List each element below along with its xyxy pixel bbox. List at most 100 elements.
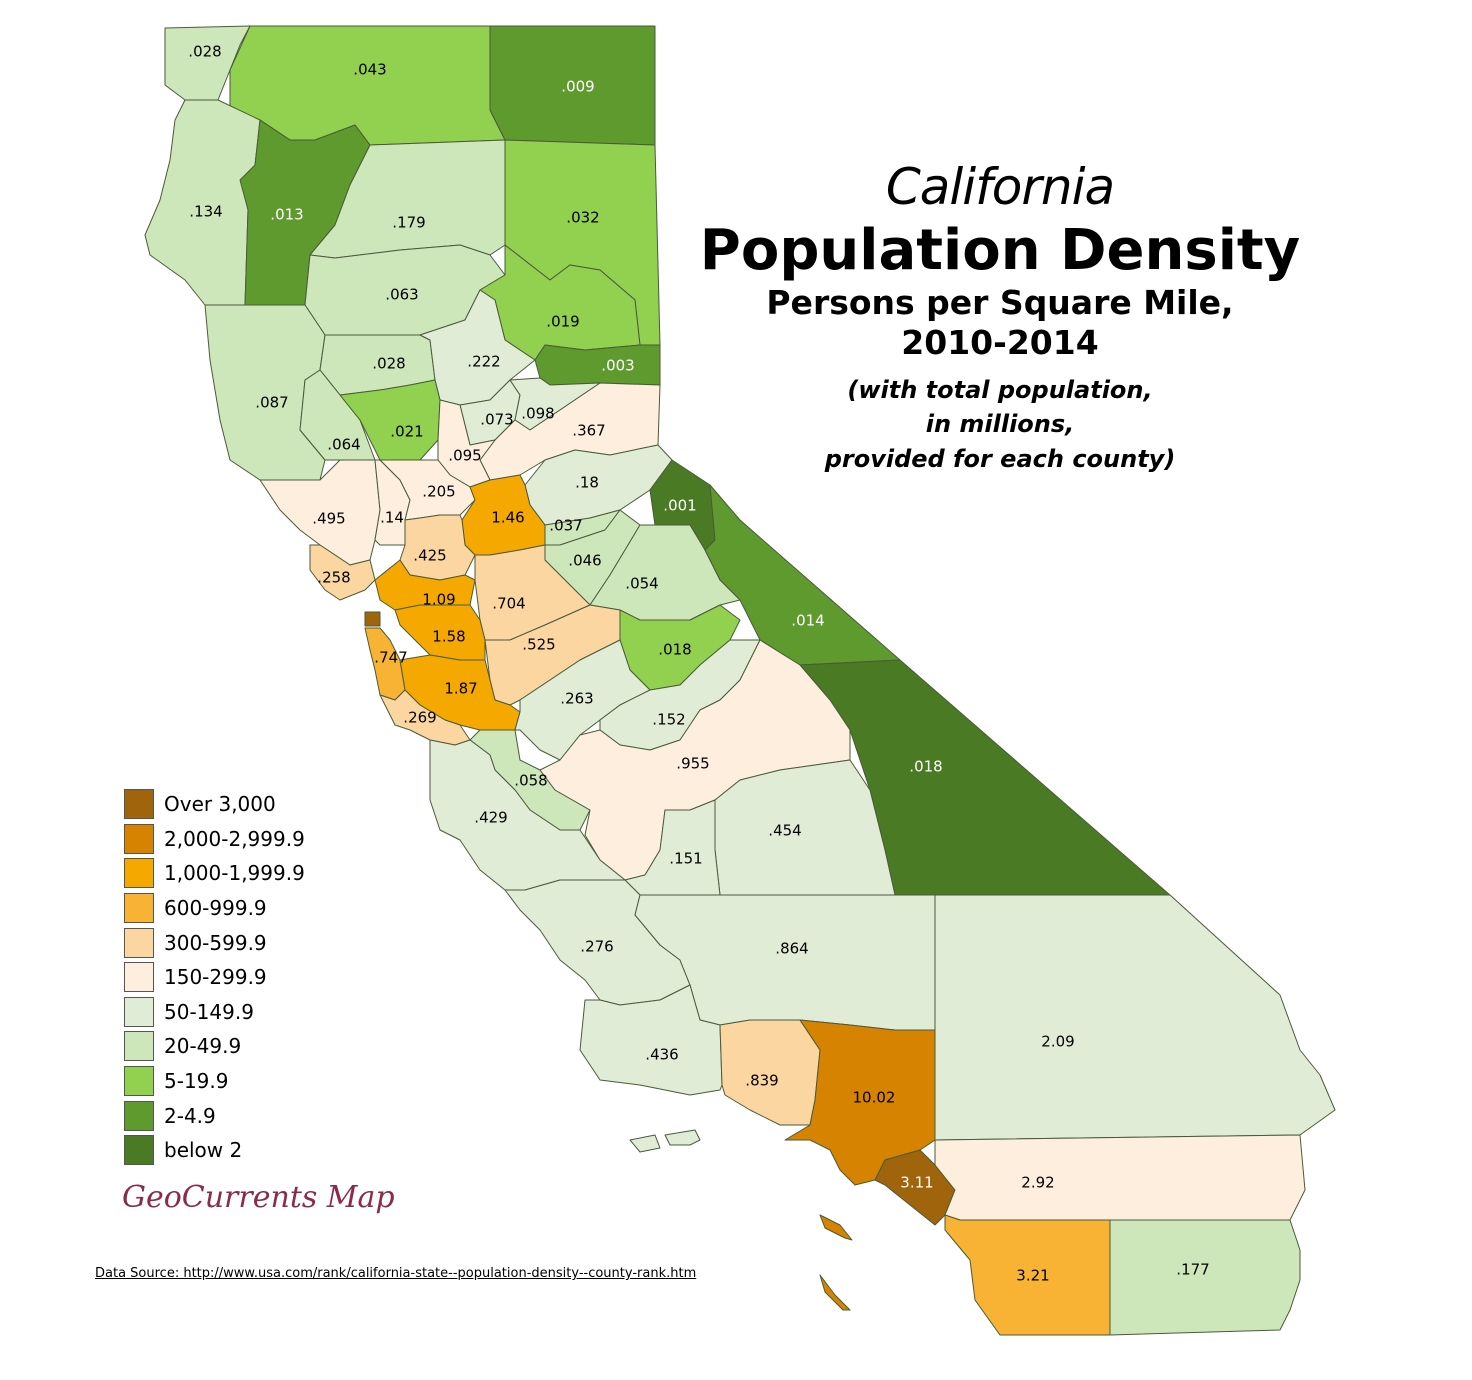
- legend-item: 5-19.9: [124, 1064, 305, 1099]
- county-pop-label-marin: .258: [317, 569, 350, 587]
- data-source-link[interactable]: Data Source: http://www.usa.com/rank/cal…: [95, 1266, 697, 1281]
- county-pop-label-sonoma: .495: [312, 510, 345, 528]
- county-pop-label-napa: .14: [380, 509, 404, 527]
- county-pop-label-mariposa: .018: [658, 641, 691, 659]
- county-pop-label-tulare: .454: [768, 822, 801, 840]
- county-pop-label-lassen: .032: [566, 209, 599, 227]
- county-pop-label-san-diego: 3.21: [1016, 1267, 1049, 1285]
- county-pop-label-san-francisco: .837: [327, 611, 360, 629]
- legend-label: 600-999.9: [164, 896, 267, 921]
- county-pop-label-san-luis-obispo: .276: [580, 938, 613, 956]
- county-pop-label-kern: .864: [775, 940, 808, 958]
- county-pop-label-santa-barbara: .436: [645, 1046, 678, 1064]
- legend: Over 3,000 2,000-2,999.9 1,000-1,999.9 600-…: [124, 787, 305, 1168]
- county-label-layer: .028 .043 .009 .134 .013 .179 .032 .063 .019 .087…: [188, 43, 1209, 1285]
- island-san-clemente: [819, 1274, 851, 1311]
- county-marin[interactable]: [309, 544, 376, 601]
- county-pop-label-butte: .222: [467, 353, 500, 371]
- county-pop-label-sacramento: 1.46: [491, 509, 524, 527]
- county-pop-label-imperial: .177: [1176, 1261, 1209, 1279]
- island-santa-catalina: [819, 1214, 853, 1241]
- legend-item: 2,000-2,999.9: [124, 822, 305, 857]
- county-layer: [144, 25, 1336, 1336]
- legend-item: 50-149.9: [124, 995, 305, 1030]
- legend-swatch: [124, 789, 154, 820]
- county-pop-label-sierra: .003: [601, 357, 634, 375]
- legend-swatch: [124, 893, 154, 924]
- map-note: (with total population, in millions, pro…: [660, 373, 1340, 477]
- county-pop-label-contra-costa: 1.09: [422, 591, 455, 609]
- county-monterey[interactable]: [429, 739, 626, 891]
- county-pop-label-mono: .014: [791, 612, 824, 630]
- legend-swatch: [124, 858, 154, 889]
- county-pop-label-mendocino: .087: [255, 394, 288, 412]
- legend-swatch: [124, 1135, 154, 1166]
- brand-credit: GeoCurrents Map: [122, 1180, 395, 1215]
- county-santa-cruz[interactable]: [379, 689, 471, 746]
- legend-label: 150-299.9: [164, 965, 267, 990]
- county-pop-label-los-angeles: 10.02: [853, 1089, 896, 1107]
- legend-item: below 2: [124, 1133, 305, 1168]
- county-pop-label-placer: .367: [572, 422, 605, 440]
- legend-swatch: [124, 1031, 154, 1062]
- legend-label: 50-149.9: [164, 999, 254, 1024]
- county-riverside[interactable]: [934, 1134, 1306, 1221]
- county-pop-label-sutter: .095: [448, 447, 481, 465]
- legend-swatch: [124, 1100, 154, 1131]
- legend-label: Over 3,000: [164, 792, 276, 817]
- county-pop-label-tehama: .063: [385, 286, 418, 304]
- county-pop-label-riverside: 2.92: [1021, 1174, 1054, 1192]
- legend-item: Over 3,000: [124, 787, 305, 822]
- county-pop-label-colusa: .021: [390, 423, 423, 441]
- county-pop-label-san-benito: .058: [514, 772, 547, 790]
- county-pop-label-plumas: .019: [546, 313, 579, 331]
- county-pop-label-merced: .263: [560, 690, 593, 708]
- legend-label: 1,000-1,999.9: [164, 861, 305, 886]
- county-pop-label-santa-clara: 1.87: [444, 680, 477, 698]
- state-title: California: [885, 158, 1115, 216]
- legend-swatch: [124, 927, 154, 958]
- legend-item: 1,000-1,999.9: [124, 856, 305, 891]
- county-imperial[interactable]: [1109, 1219, 1301, 1336]
- legend-label: 300-599.9: [164, 930, 267, 955]
- county-san-diego[interactable]: [944, 1214, 1111, 1336]
- county-pop-label-nevada: .098: [521, 405, 554, 423]
- county-sonoma[interactable]: [259, 459, 381, 566]
- island-san-miguel: [629, 1134, 661, 1153]
- county-pop-label-monterey: .429: [474, 809, 507, 827]
- map-title: Population Density: [699, 218, 1301, 283]
- county-pop-label-humboldt: .134: [189, 203, 222, 221]
- county-pop-label-shasta: .179: [392, 214, 425, 232]
- legend-item: 20-49.9: [124, 1029, 305, 1064]
- county-pop-label-ventura: .839: [745, 1072, 778, 1090]
- map-note-line-1: (with total population,: [847, 375, 1153, 404]
- legend-swatch: [124, 1066, 154, 1097]
- county-mono[interactable]: [704, 484, 901, 666]
- county-pop-label-yolo: .205: [422, 483, 455, 501]
- legend-label: below 2: [164, 1138, 243, 1163]
- county-pop-label-calaveras: .046: [568, 552, 601, 570]
- legend-swatch: [124, 962, 154, 993]
- county-pop-label-san-bernardino: 2.09: [1041, 1033, 1074, 1051]
- legend-label: 5-19.9: [164, 1069, 229, 1094]
- legend-swatch: [124, 823, 154, 854]
- county-pop-label-tuolumne: .054: [625, 575, 658, 593]
- county-san-francisco[interactable]: [364, 611, 381, 627]
- legend-swatch: [124, 996, 154, 1027]
- map-note-line-2: in millions,: [925, 410, 1075, 439]
- county-pop-label-alpine: .001: [663, 497, 696, 515]
- county-pop-label-orange: 3.11: [900, 1174, 933, 1192]
- county-sierra[interactable]: [534, 344, 661, 386]
- county-pop-label-madera: .152: [652, 711, 685, 729]
- legend-item: 300-599.9: [124, 925, 305, 960]
- legend-label: 2,000-2,999.9: [164, 826, 305, 851]
- county-pop-label-stanislaus: .525: [522, 636, 555, 654]
- county-pop-label-inyo: .018: [909, 758, 942, 776]
- county-pop-label-modoc: .009: [561, 78, 594, 96]
- county-san-bernardino[interactable]: [934, 894, 1336, 1141]
- county-pop-label-siskiyou: .043: [353, 61, 386, 79]
- island-santa-rosa: [664, 1129, 701, 1146]
- county-orange[interactable]: [874, 1149, 956, 1226]
- county-los-angeles[interactable]: [784, 1019, 936, 1186]
